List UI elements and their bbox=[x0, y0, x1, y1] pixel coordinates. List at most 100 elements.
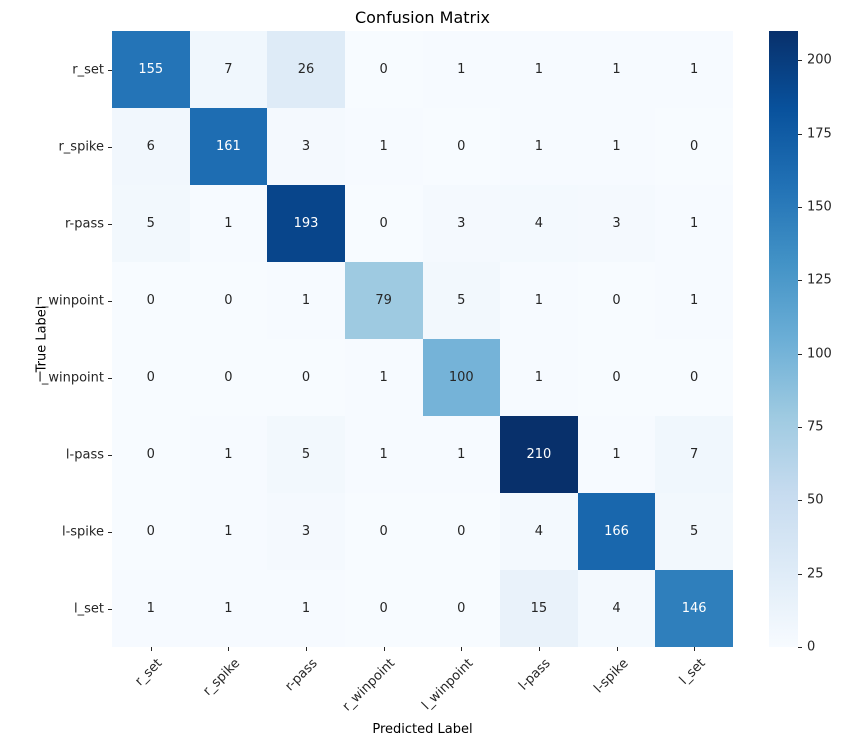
colorbar-tick-label: 150 bbox=[807, 199, 832, 215]
colorbar-tick-label: 175 bbox=[807, 126, 832, 142]
heatmap-cell: 0 bbox=[577, 262, 656, 339]
heatmap-cell: 0 bbox=[655, 339, 733, 416]
heatmap-cell: 1 bbox=[189, 493, 268, 570]
x-tick-mark bbox=[228, 647, 230, 651]
heatmap-cell: 1 bbox=[577, 108, 656, 185]
colorbar-tick-label: 0 bbox=[807, 639, 816, 655]
heatmap-cell: 1 bbox=[189, 416, 268, 493]
colorbar-tick-mark bbox=[798, 133, 802, 135]
y-tick-mark bbox=[108, 377, 112, 379]
x-tick-mark bbox=[538, 647, 540, 651]
colorbar-tick-mark bbox=[798, 573, 802, 575]
y-tick-mark bbox=[108, 300, 112, 302]
colorbar-tick-label: 100 bbox=[807, 346, 832, 362]
x-tick-mark bbox=[383, 647, 385, 651]
y-tick-label: r_set bbox=[72, 62, 104, 77]
heatmap-cell: 3 bbox=[422, 185, 501, 262]
heatmap-cell: 4 bbox=[500, 185, 578, 262]
heatmap-cell: 0 bbox=[344, 185, 423, 262]
heatmap-cell: 5 bbox=[422, 262, 501, 339]
heatmap-cell: 3 bbox=[267, 108, 345, 185]
heatmap-cell: 0 bbox=[655, 108, 733, 185]
x-axis-label: Predicted Label bbox=[372, 722, 473, 737]
x-tick-mark bbox=[694, 647, 696, 651]
heatmap-cell: 5 bbox=[655, 493, 733, 570]
heatmap-cell: 0 bbox=[112, 339, 190, 416]
heatmap-cell: 1 bbox=[500, 31, 578, 108]
colorbar-tick-mark bbox=[798, 353, 802, 355]
heatmap: 155 7 26 0 1 1 1 1 6 161 3 1 0 1 1 0 5 1 193 0 3 4 3 1 0 0 1 79 5 1 0 1… bbox=[112, 31, 733, 647]
heatmap-cell: 1 bbox=[655, 262, 733, 339]
heatmap-cell: 3 bbox=[267, 493, 345, 570]
heatmap-cell: 79 bbox=[344, 262, 423, 339]
heatmap-cell: 1 bbox=[577, 31, 656, 108]
heatmap-cell: 0 bbox=[422, 570, 501, 647]
heatmap-cell: 4 bbox=[500, 493, 578, 570]
x-tick-mark bbox=[150, 647, 152, 651]
heatmap-cell: 7 bbox=[189, 31, 268, 108]
heatmap-cell: 1 bbox=[500, 108, 578, 185]
y-tick-label: l_set bbox=[74, 601, 104, 616]
heatmap-cell: 0 bbox=[112, 493, 190, 570]
heatmap-cell: 0 bbox=[189, 262, 268, 339]
heatmap-cell: 1 bbox=[655, 185, 733, 262]
x-tick-label: l_winpoint bbox=[418, 656, 476, 714]
heatmap-cell: 1 bbox=[422, 31, 501, 108]
x-tick-label: r-pass bbox=[282, 656, 321, 695]
heatmap-cell: 166 bbox=[577, 493, 656, 570]
heatmap-cell: 1 bbox=[422, 416, 501, 493]
colorbar-tick-mark bbox=[798, 60, 802, 62]
heatmap-cell: 0 bbox=[422, 493, 501, 570]
heatmap-cell: 1 bbox=[112, 570, 190, 647]
x-tick-label: r_winpoint bbox=[339, 656, 399, 715]
colorbar-tick-label: 200 bbox=[807, 52, 832, 68]
heatmap-cell: 1 bbox=[577, 416, 656, 493]
heatmap-cell: 1 bbox=[500, 339, 578, 416]
heatmap-cell: 1 bbox=[189, 185, 268, 262]
heatmap-cell: 210 bbox=[500, 416, 578, 493]
y-tick-mark bbox=[108, 531, 112, 533]
colorbar-tick-label: 50 bbox=[807, 492, 824, 508]
y-tick-mark bbox=[108, 608, 112, 610]
colorbar-tick-label: 125 bbox=[807, 272, 832, 288]
x-tick-mark bbox=[306, 647, 308, 651]
y-tick-mark bbox=[108, 146, 112, 148]
heatmap-cell: 6 bbox=[112, 108, 190, 185]
heatmap-cell: 1 bbox=[267, 570, 345, 647]
heatmap-cell: 0 bbox=[577, 339, 656, 416]
y-tick-label: l_winpoint bbox=[38, 370, 104, 385]
heatmap-cell: 1 bbox=[189, 570, 268, 647]
colorbar-tick-mark bbox=[798, 647, 802, 648]
y-tick-label: r_spike bbox=[58, 139, 104, 154]
heatmap-cell: 4 bbox=[577, 570, 656, 647]
y-tick-mark bbox=[108, 69, 112, 71]
heatmap-cell: 5 bbox=[267, 416, 345, 493]
colorbar-tick-label: 75 bbox=[807, 419, 824, 435]
colorbar-tick-mark bbox=[798, 280, 802, 282]
x-tick-mark bbox=[461, 647, 463, 651]
x-tick-label: r_spike bbox=[200, 656, 244, 699]
heatmap-cell: 1 bbox=[655, 31, 733, 108]
colorbar-tick-label: 25 bbox=[807, 566, 824, 582]
y-tick-label: r-pass bbox=[65, 216, 104, 231]
x-tick-label: l-spike bbox=[590, 656, 632, 697]
heatmap-cell: 1 bbox=[267, 262, 345, 339]
x-tick-label: l_set bbox=[676, 656, 709, 688]
heatmap-cell: 155 bbox=[112, 31, 190, 108]
heatmap-cell: 0 bbox=[344, 31, 423, 108]
colorbar-tick-mark bbox=[798, 427, 802, 428]
heatmap-cell: 7 bbox=[655, 416, 733, 493]
heatmap-cell: 193 bbox=[267, 185, 345, 262]
heatmap-cell: 0 bbox=[112, 416, 190, 493]
heatmap-cell: 0 bbox=[267, 339, 345, 416]
heatmap-cell: 0 bbox=[344, 493, 423, 570]
x-tick-label: r_set bbox=[132, 656, 166, 690]
heatmap-cell: 15 bbox=[500, 570, 578, 647]
heatmap-cell: 0 bbox=[422, 108, 501, 185]
y-tick-label: l-pass bbox=[65, 447, 104, 462]
heatmap-cell: 26 bbox=[267, 31, 345, 108]
heatmap-cell: 5 bbox=[112, 185, 190, 262]
colorbar-tick-mark bbox=[798, 207, 802, 208]
colorbar-tick-mark bbox=[798, 500, 802, 502]
